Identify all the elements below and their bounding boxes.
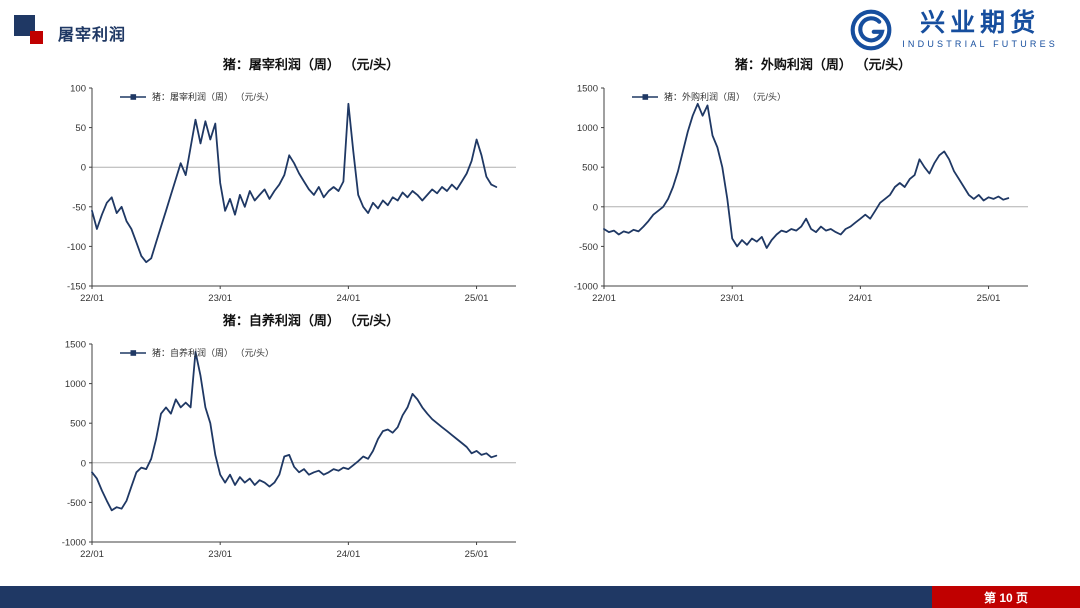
svg-text:22/01: 22/01 — [80, 293, 104, 304]
svg-text:猪：屠宰利润（周） （元/头）: 猪：屠宰利润（周） （元/头） — [152, 91, 274, 102]
svg-text:0: 0 — [81, 163, 86, 174]
svg-text:500: 500 — [582, 163, 598, 174]
svg-text:猪：自养利润（周） （元/头）: 猪：自养利润（周） （元/头） — [152, 347, 274, 358]
svg-text:1500: 1500 — [65, 340, 86, 351]
svg-text:23/01: 23/01 — [208, 293, 232, 304]
svg-text:500: 500 — [70, 419, 86, 430]
svg-text:1000: 1000 — [65, 379, 86, 390]
chart-purchased-profit: 猪：外购利润（周） （元/头） 1500 1000 500 0 -500 -1000 22/… — [552, 56, 1042, 314]
chart-title: 猪：自养利润（周） （元/头） — [222, 313, 400, 328]
logo-swirl-icon — [849, 8, 893, 52]
svg-text:23/01: 23/01 — [720, 293, 744, 304]
svg-text:-500: -500 — [579, 242, 598, 253]
chart-self-raised-profit: 猪：自养利润（周） （元/头） 1500 1000 500 0 -500 -1000 22/… — [40, 312, 530, 570]
chart-slaughter-profit: 猪：屠宰利润（周） （元/头） 100 50 0 -50 -100 -150 22/01 23… — [40, 56, 530, 314]
svg-text:24/01: 24/01 — [336, 549, 360, 560]
logo-company-name: 兴业期货 — [920, 10, 1041, 38]
svg-text:-50: -50 — [72, 202, 86, 213]
svg-text:25/01: 25/01 — [465, 549, 489, 560]
svg-text:0: 0 — [593, 202, 598, 213]
page-title: 屠宰利润 — [58, 27, 127, 44]
chart-title: 猪：外购利润（周） （元/头） — [734, 57, 912, 72]
chart-title: 猪：屠宰利润（周） （元/头） — [222, 57, 400, 72]
logo-text: 兴业期货 INDUSTRIAL FUTURES — [902, 10, 1058, 49]
svg-text:24/01: 24/01 — [336, 293, 360, 304]
svg-text:-500: -500 — [67, 498, 86, 509]
page-number-badge: 第 10 页 — [932, 586, 1080, 608]
svg-text:24/01: 24/01 — [848, 293, 872, 304]
svg-text:-1000: -1000 — [574, 282, 598, 293]
svg-text:22/01: 22/01 — [592, 293, 616, 304]
svg-text:25/01: 25/01 — [465, 293, 489, 304]
svg-text:23/01: 23/01 — [208, 549, 232, 560]
svg-text:-100: -100 — [67, 242, 86, 253]
svg-text:1500: 1500 — [577, 84, 598, 95]
svg-text:-150: -150 — [67, 282, 86, 293]
svg-text:25/01: 25/01 — [977, 293, 1001, 304]
logo-subtitle: INDUSTRIAL FUTURES — [902, 38, 1058, 49]
decor-square-red — [30, 31, 43, 44]
svg-text:50: 50 — [75, 123, 86, 134]
company-logo: 兴业期货 INDUSTRIAL FUTURES — [849, 8, 1058, 52]
footer-bar — [0, 586, 932, 608]
svg-text:1000: 1000 — [577, 123, 598, 134]
svg-text:0: 0 — [81, 458, 86, 469]
decor-square-blue — [14, 15, 35, 36]
svg-text:猪：外购利润（周） （元/头）: 猪：外购利润（周） （元/头） — [664, 91, 786, 102]
svg-text:100: 100 — [70, 84, 86, 95]
svg-text:22/01: 22/01 — [80, 549, 104, 560]
svg-text:-1000: -1000 — [62, 538, 86, 549]
